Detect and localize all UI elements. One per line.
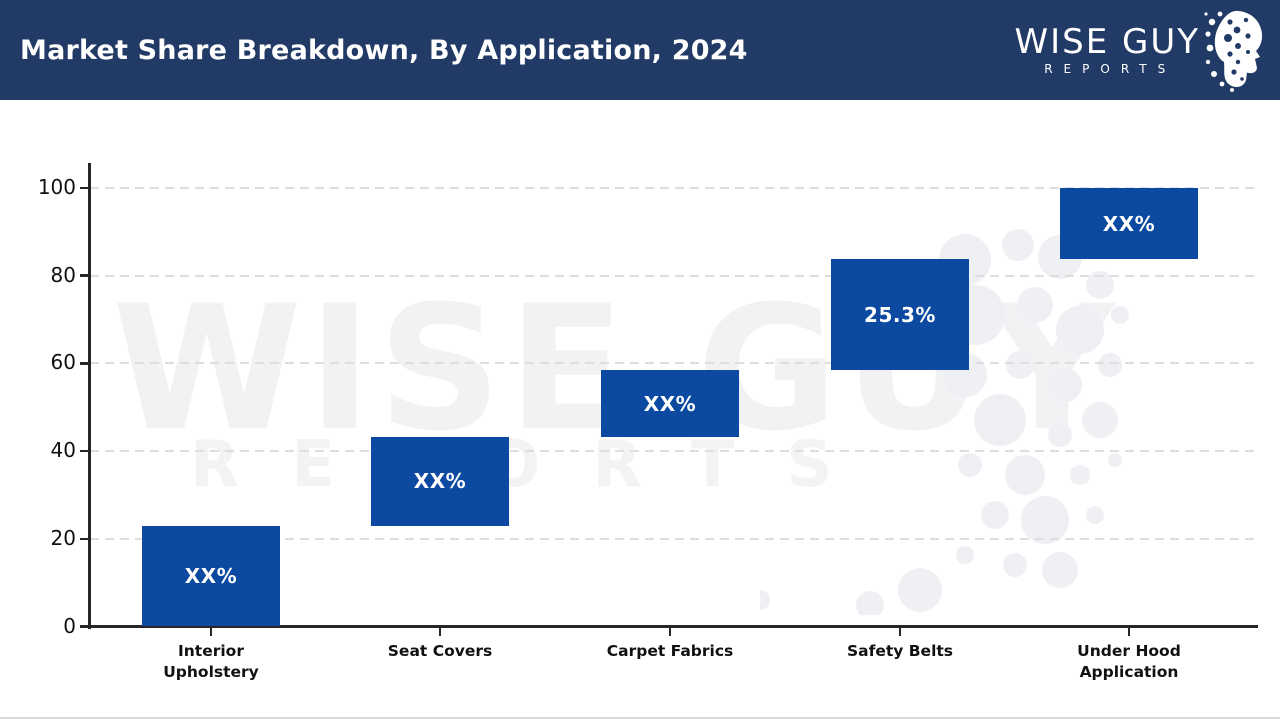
bar-under-hood-application: XX% (1060, 188, 1198, 260)
x-category-label-0: Interior Upholstery (163, 642, 259, 681)
gridline-80 (90, 274, 1258, 277)
y-tick-label-0: 0 (63, 613, 76, 638)
x-category-label-1: Seat Covers (387, 642, 493, 660)
y-tick-mark-100 (80, 186, 88, 190)
bar-value-label: XX% (184, 564, 238, 589)
y-tick-mark-60 (80, 362, 88, 365)
x-tick-mark-3 (898, 627, 902, 636)
x-tick-mark-1 (438, 627, 442, 636)
logo-text: WISE GUY REPORTS (1014, 24, 1200, 76)
gridline-60 (90, 362, 1258, 365)
bar-value-label: 25.3% (864, 302, 936, 327)
x-category-label-3: Safety Belts (846, 642, 954, 660)
gridline-40 (90, 450, 1258, 453)
bottom-divider (0, 717, 1280, 719)
bar-interior-upholstery: XX% (142, 525, 280, 627)
x-tick-mark-4 (1127, 627, 1131, 636)
bar-carpet-fabrics: XX% (601, 369, 739, 438)
watermark-reports: REPORTS (190, 428, 885, 502)
gridline-20 (90, 537, 1258, 540)
y-tick-label-100: 100 (37, 175, 76, 199)
y-tick-label-40: 40 (50, 438, 76, 463)
y-tick-mark-20 (80, 537, 88, 541)
bar-seat-covers: XX% (371, 437, 509, 526)
chart-title: Market Share Breakdown, By Application, … (20, 34, 748, 66)
header-bar: Market Share Breakdown, By Application, … (0, 0, 1280, 100)
y-tick-mark-40 (80, 449, 88, 453)
y-tick-mark-0 (80, 625, 88, 628)
y-tick-label-80: 80 (50, 262, 76, 287)
y-axis-line (88, 163, 91, 629)
bar-value-label: XX% (643, 391, 697, 416)
bar-safety-belts: 25.3% (831, 259, 969, 370)
x-category-label-4: Under Hood Application (1077, 642, 1181, 681)
logo-subtitle: REPORTS (1044, 62, 1177, 76)
bar-value-label: XX% (413, 469, 467, 494)
y-tick-label-60: 60 (50, 350, 76, 375)
y-tick-label-20: 20 (50, 525, 76, 550)
x-tick-mark-2 (668, 627, 672, 636)
logo-wordmark: WISE GUY (1014, 22, 1200, 62)
face-dots-icon (1204, 10, 1263, 92)
gridline-100 (90, 187, 1258, 189)
x-axis-line (88, 625, 1258, 629)
y-tick-mark-80 (80, 274, 88, 277)
x-category-label-2: Carpet Fabrics (606, 642, 734, 660)
x-tick-mark-0 (209, 627, 213, 636)
wise-guy-logo: WISE GUY REPORTS (1014, 8, 1280, 92)
bar-value-label: XX% (1102, 211, 1156, 236)
